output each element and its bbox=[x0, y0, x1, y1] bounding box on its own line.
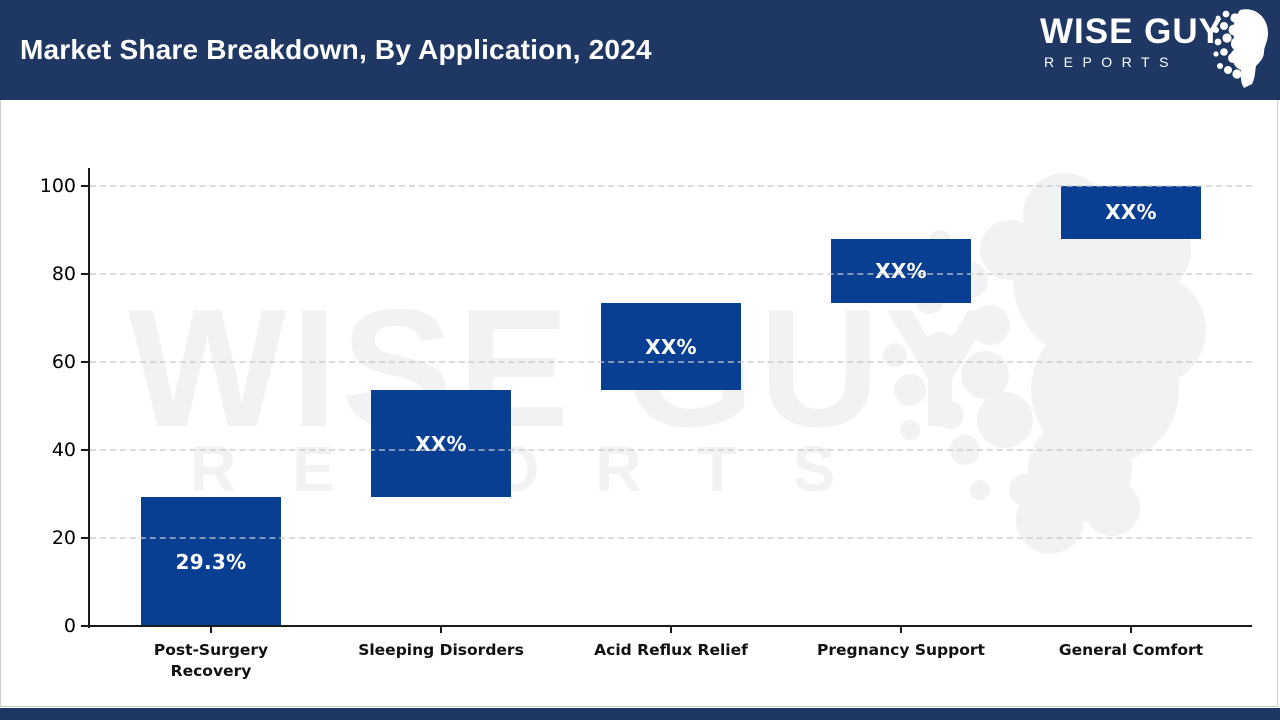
x-category-label: Pregnancy Support bbox=[786, 640, 1016, 661]
y-tick-label: 0 bbox=[63, 615, 76, 637]
y-gridline bbox=[90, 185, 1252, 187]
x-category-label: Post-Surgery Recovery bbox=[96, 640, 326, 682]
x-tick-mark bbox=[670, 626, 672, 633]
x-category-label-line: Recovery bbox=[170, 662, 252, 680]
bar-sleeping-disorders: XX% bbox=[371, 390, 511, 498]
bar-post-surgery-recovery: 29.3% bbox=[141, 497, 281, 626]
y-gridline bbox=[90, 449, 1252, 451]
x-category-label-line: Sleeping Disorders bbox=[358, 641, 524, 659]
page-title: Market Share Breakdown, By Application, … bbox=[20, 34, 652, 65]
logo-subtitle: REPORTS bbox=[1044, 54, 1178, 70]
x-category-label: Acid Reflux Relief bbox=[556, 640, 786, 661]
bar-acid-reflux-relief: XX% bbox=[601, 303, 741, 391]
header-bar: Market Share Breakdown, By Application, … bbox=[0, 0, 1280, 100]
y-gridline bbox=[90, 273, 1252, 275]
y-tick-label: 60 bbox=[51, 351, 76, 373]
x-category-label-line: Pregnancy Support bbox=[817, 641, 985, 659]
wise-guy-logo: WISE GUY REPORTS bbox=[1040, 12, 1224, 71]
y-tick-mark bbox=[81, 185, 88, 187]
y-tick-mark bbox=[81, 273, 88, 275]
bar-value-label: XX% bbox=[1105, 200, 1157, 225]
y-tick-mark bbox=[81, 361, 88, 363]
y-tick-mark bbox=[81, 449, 88, 451]
x-axis-line bbox=[85, 625, 1252, 627]
x-category-label: Sleeping Disorders bbox=[326, 640, 556, 661]
y-gridline bbox=[90, 537, 1252, 539]
y-axis-line bbox=[88, 168, 90, 628]
bar-value-label: XX% bbox=[875, 258, 927, 283]
x-category-label-line: Acid Reflux Relief bbox=[594, 641, 748, 659]
x-tick-mark bbox=[210, 626, 212, 633]
logo-head-icon bbox=[1213, 9, 1268, 89]
bar-value-label: 29.3% bbox=[175, 549, 247, 574]
logo-wordmark: WISE GUY bbox=[1040, 12, 1224, 51]
y-tick-label: 100 bbox=[39, 175, 76, 197]
x-tick-mark bbox=[900, 626, 902, 633]
bar-general-comfort: XX% bbox=[1061, 186, 1201, 239]
x-tick-mark bbox=[1130, 626, 1132, 633]
bar-pregnancy-support: XX% bbox=[831, 238, 971, 304]
x-category-label-line: Post-Surgery bbox=[153, 641, 269, 659]
bar-value-label: XX% bbox=[645, 334, 697, 359]
bar-value-label: XX% bbox=[415, 431, 467, 456]
y-tick-mark bbox=[81, 537, 88, 539]
y-tick-mark bbox=[81, 625, 88, 627]
x-tick-mark bbox=[440, 626, 442, 633]
y-gridline bbox=[90, 361, 1252, 363]
y-tick-label: 80 bbox=[51, 263, 76, 285]
footer-bar bbox=[0, 708, 1280, 720]
x-category-label: General Comfort bbox=[1016, 640, 1246, 661]
y-tick-label: 20 bbox=[51, 527, 76, 549]
y-tick-label: 40 bbox=[51, 439, 76, 461]
x-category-label-line: General Comfort bbox=[1058, 641, 1204, 659]
